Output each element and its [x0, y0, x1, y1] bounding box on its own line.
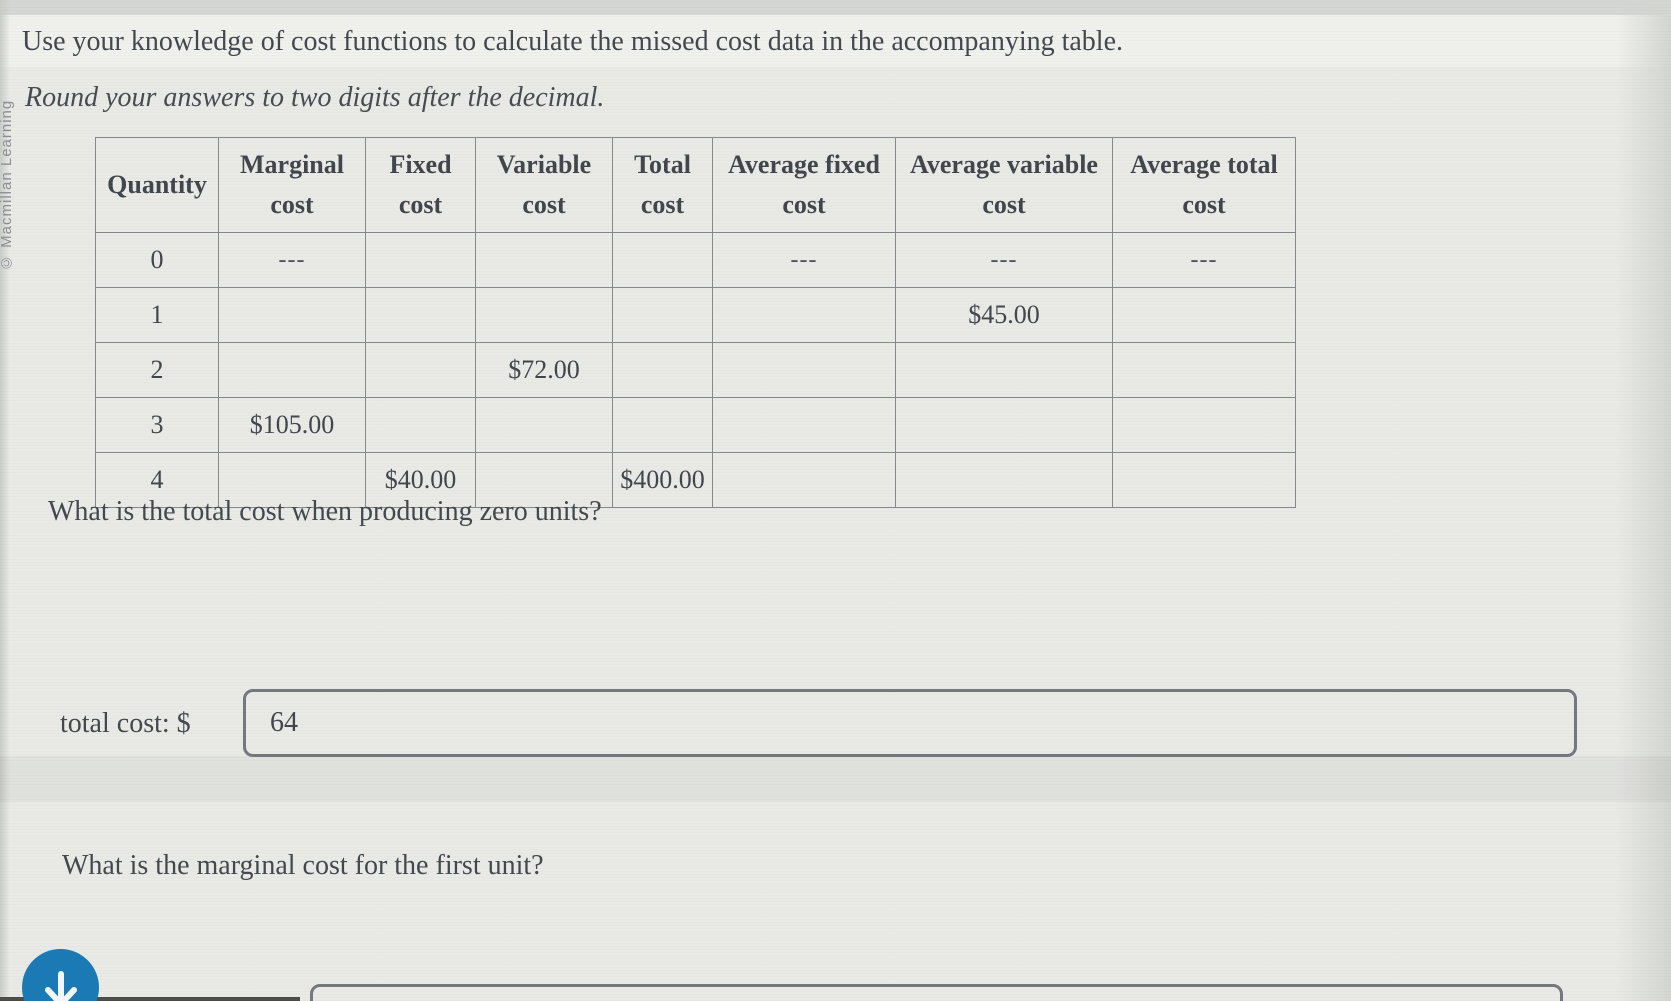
- cell-average-total-cost: [1112, 397, 1296, 453]
- cell-quantity: 1: [95, 287, 219, 343]
- cell-variable-cost: [475, 397, 613, 453]
- question-total-cost-zero-units: What is the total cost when producing ze…: [48, 496, 602, 527]
- cell-average-total-cost: [1112, 452, 1296, 508]
- header-average-variable-cost: Average variable cost: [895, 137, 1113, 233]
- table-row: 2 $72.00: [95, 342, 1296, 398]
- cell-marginal-cost: [218, 342, 366, 398]
- cell-total-cost: [612, 232, 713, 288]
- page-shade-band: [0, 756, 1671, 802]
- cell-average-fixed-cost: [712, 342, 896, 398]
- cell-average-variable-cost: [895, 397, 1113, 453]
- total-cost-input[interactable]: [243, 689, 1577, 757]
- cell-variable-cost: [475, 452, 613, 508]
- header-average-fixed-cost: Average fixed cost: [712, 137, 896, 233]
- page-left-edge-shadow: [0, 0, 10, 1001]
- instructions-line1: Use your knowledge of cost functions to …: [22, 26, 1124, 57]
- cell-marginal-cost: $105.00: [218, 397, 366, 453]
- cell-quantity: 4: [95, 452, 219, 508]
- cell-total-cost: [612, 287, 713, 343]
- cell-average-total-cost: [1112, 287, 1296, 343]
- scroll-down-button[interactable]: [22, 949, 99, 1001]
- cell-marginal-cost: ---: [218, 232, 366, 288]
- cell-fixed-cost: [365, 287, 476, 343]
- page-bottom-edge: [0, 997, 300, 1001]
- cell-fixed-cost: [365, 232, 476, 288]
- cost-data-table: Quantity Marginal cost Fixed cost Variab…: [95, 137, 1296, 508]
- cell-total-cost: [612, 397, 713, 453]
- cell-marginal-cost: [218, 452, 366, 508]
- down-arrow-icon: [40, 965, 82, 1001]
- title-band: [0, 15, 1671, 67]
- cell-variable-cost: [475, 287, 613, 343]
- cell-average-fixed-cost: ---: [712, 232, 896, 288]
- cell-marginal-cost: [218, 287, 366, 343]
- cell-average-variable-cost: ---: [895, 232, 1113, 288]
- cell-average-fixed-cost: [712, 397, 896, 453]
- cell-quantity: 0: [95, 232, 219, 288]
- cell-variable-cost: [475, 232, 613, 288]
- macmillan-copyright-sidebar: © Macmillan Learning: [0, 99, 15, 271]
- cell-quantity: 3: [95, 397, 219, 453]
- page-right-edge-shadow: [1616, 0, 1671, 1001]
- cell-average-fixed-cost: [712, 452, 896, 508]
- header-variable-cost: Variable cost: [475, 137, 613, 233]
- table-row: 3 $105.00: [95, 397, 1296, 453]
- cell-average-variable-cost: [895, 342, 1113, 398]
- header-marginal-cost: Marginal cost: [218, 137, 366, 233]
- table-header-row: Quantity Marginal cost Fixed cost Variab…: [95, 137, 1296, 233]
- cell-average-total-cost: ---: [1112, 232, 1296, 288]
- total-cost-label: total cost: $: [60, 708, 191, 739]
- screen-top-strip: [0, 0, 1671, 15]
- marginal-cost-input[interactable]: [310, 984, 1563, 1001]
- header-total-cost: Total cost: [612, 137, 713, 233]
- cell-variable-cost: $72.00: [475, 342, 613, 398]
- table-row: 1 $45.00: [95, 287, 1296, 343]
- cell-fixed-cost: $40.00: [365, 452, 476, 508]
- cell-quantity: 2: [95, 342, 219, 398]
- cell-average-total-cost: [1112, 342, 1296, 398]
- table-row: 4 $40.00 $400.00: [95, 452, 1296, 508]
- instructions-line2: Round your answers to two digits after t…: [25, 82, 605, 113]
- cell-fixed-cost: [365, 342, 476, 398]
- cell-average-fixed-cost: [712, 287, 896, 343]
- header-quantity: Quantity: [95, 137, 219, 233]
- cell-total-cost: $400.00: [612, 452, 713, 508]
- table-row: 0 --- --- --- ---: [95, 232, 1296, 288]
- header-average-total-cost: Average total cost: [1112, 137, 1296, 233]
- cell-average-variable-cost: $45.00: [895, 287, 1113, 343]
- cell-fixed-cost: [365, 397, 476, 453]
- question-marginal-cost-first-unit: What is the marginal cost for the first …: [62, 850, 544, 881]
- header-fixed-cost: Fixed cost: [365, 137, 476, 233]
- cell-total-cost: [612, 342, 713, 398]
